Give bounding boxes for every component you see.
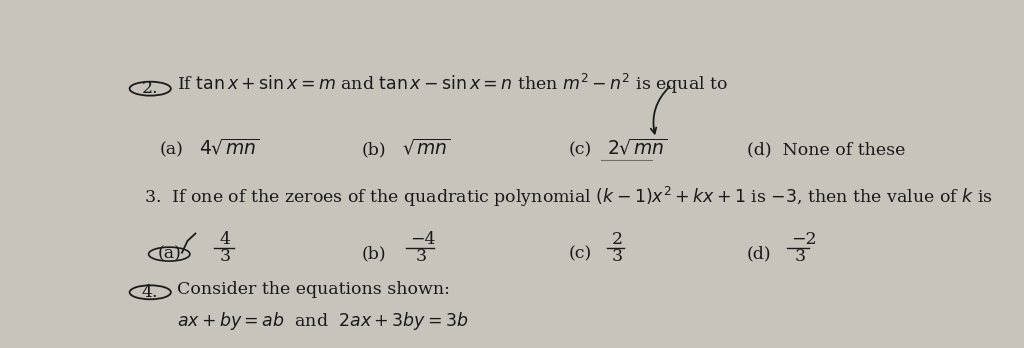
Text: 3: 3	[219, 248, 230, 266]
Text: 4.: 4.	[142, 284, 159, 301]
Text: $ax + by = ab$  and  $2ax + 3by = 3b$: $ax + by = ab$ and $2ax + 3by = 3b$	[177, 310, 469, 332]
Text: 3: 3	[612, 248, 624, 266]
Text: 3: 3	[416, 248, 426, 266]
Text: −4: −4	[410, 231, 435, 248]
Text: $\sqrt{mn}$: $\sqrt{mn}$	[401, 137, 451, 158]
Text: (a): (a)	[158, 246, 181, 263]
Text: (a): (a)	[160, 141, 183, 158]
Text: (c): (c)	[568, 246, 592, 263]
Text: If $\tan x + \sin x = m$ and $\tan x - \sin x = n$ then $m^2 - n^2$ is equal to: If $\tan x + \sin x = m$ and $\tan x - \…	[177, 72, 728, 96]
Text: (b): (b)	[362, 246, 387, 263]
Text: −2: −2	[791, 231, 816, 248]
Text: (d)  None of these: (d) None of these	[748, 141, 905, 158]
Text: 3: 3	[795, 248, 806, 266]
Text: Consider the equations shown:: Consider the equations shown:	[177, 280, 451, 298]
Text: (b): (b)	[362, 141, 387, 158]
Text: (c): (c)	[568, 141, 592, 158]
Text: 2: 2	[612, 231, 624, 248]
Text: (d): (d)	[748, 246, 772, 263]
Text: 2.: 2.	[142, 80, 159, 97]
Text: 4: 4	[219, 231, 230, 248]
Text: $4\sqrt{mn}$: $4\sqrt{mn}$	[200, 137, 260, 158]
Text: $2\sqrt{mn}$: $2\sqrt{mn}$	[606, 137, 668, 158]
Text: 3.  If one of the zeroes of the quadratic polynomial $(k-1)x^2 + kx + 1$ is $-3$: 3. If one of the zeroes of the quadratic…	[143, 184, 993, 208]
